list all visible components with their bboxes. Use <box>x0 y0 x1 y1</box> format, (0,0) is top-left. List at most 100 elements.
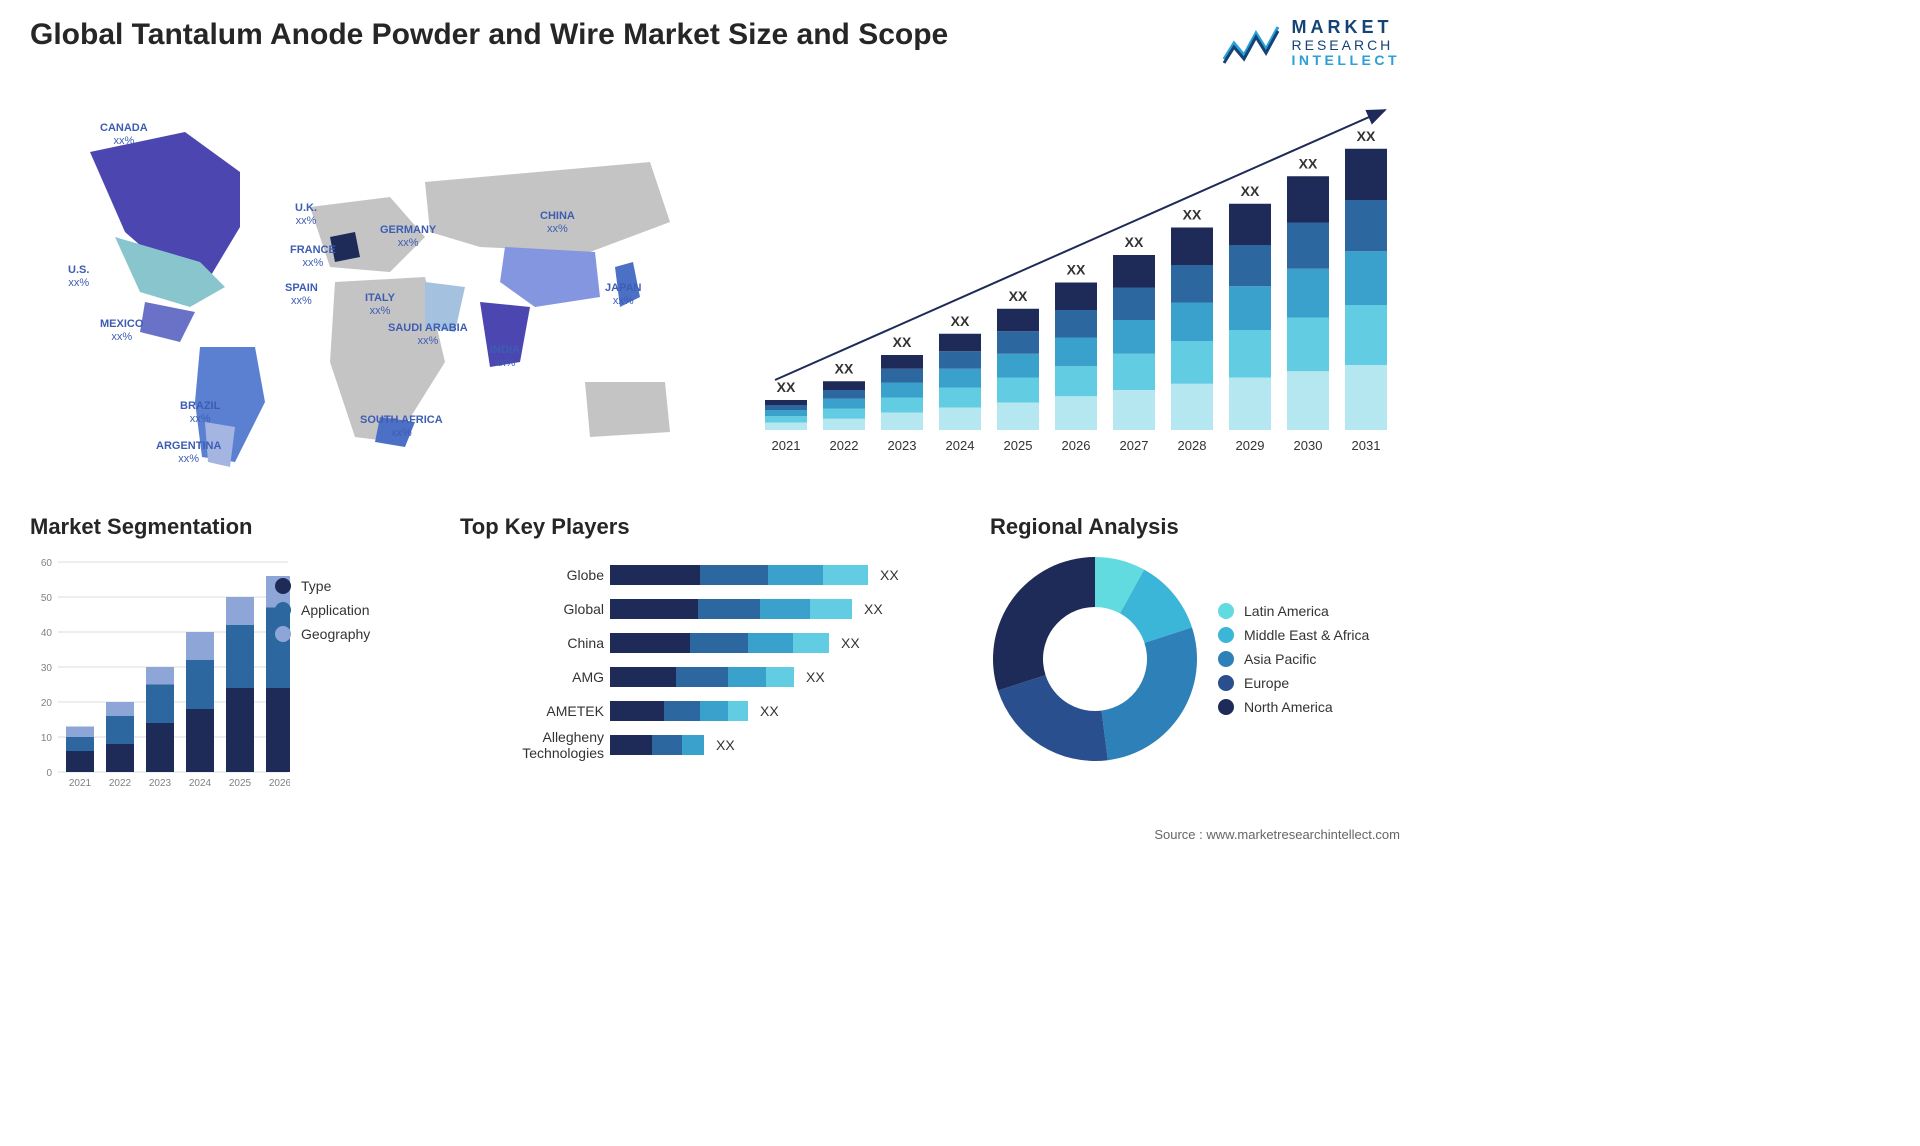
player-label: Allegheny Technologies <box>460 729 610 761</box>
player-bar-segment <box>728 667 766 687</box>
player-bar-segment <box>823 565 868 585</box>
player-bar-segment <box>610 701 664 721</box>
map-country-label: FRANCExx% <box>290 244 336 270</box>
legend-label: Application <box>301 602 370 618</box>
svg-text:2021: 2021 <box>69 778 92 789</box>
player-label: China <box>460 635 610 651</box>
legend-item: Type <box>275 578 370 594</box>
legend-item: Application <box>275 602 370 618</box>
svg-text:10: 10 <box>41 733 53 744</box>
world-map-panel: CANADAxx%U.S.xx%MEXICOxx%BRAZILxx%ARGENT… <box>30 82 695 472</box>
player-bar-segment <box>748 633 793 653</box>
map-country-label: SPAINxx% <box>285 282 318 308</box>
growth-chart: XX2021XX2022XX2023XX2024XX2025XX2026XX20… <box>745 100 1400 470</box>
svg-text:2023: 2023 <box>149 778 172 789</box>
svg-text:0: 0 <box>46 768 52 779</box>
svg-text:XX: XX <box>1183 207 1202 223</box>
map-country-label: MEXICOxx% <box>100 318 143 344</box>
regional-donut-chart <box>990 554 1200 764</box>
segmentation-panel: Market Segmentation 01020304050602021202… <box>30 514 430 802</box>
map-country-label: U.K.xx% <box>295 202 317 228</box>
svg-text:2026: 2026 <box>1062 438 1091 453</box>
map-country-label: U.S.xx% <box>68 264 89 290</box>
player-bar-segment <box>676 667 728 687</box>
svg-text:XX: XX <box>1299 155 1318 171</box>
map-country-label: SOUTH AFRICAxx% <box>360 414 443 440</box>
players-panel: Top Key Players GlobeXXGlobalXXChinaXXAM… <box>460 514 940 764</box>
svg-text:XX: XX <box>1241 183 1260 199</box>
player-label: AMG <box>460 669 610 685</box>
player-bar-segment <box>700 701 728 721</box>
svg-text:2022: 2022 <box>109 778 132 789</box>
legend-label: North America <box>1244 699 1333 715</box>
regional-panel: Regional Analysis Latin America Middle Ea… <box>990 514 1400 764</box>
svg-text:2026: 2026 <box>269 778 290 789</box>
map-country-label: SAUDI ARABIAxx% <box>388 322 468 348</box>
player-bar <box>610 701 748 721</box>
svg-text:2030: 2030 <box>1294 438 1323 453</box>
player-row: GlobeXX <box>460 560 940 590</box>
player-bar-segment <box>766 667 794 687</box>
legend-item: Asia Pacific <box>1218 651 1369 667</box>
legend-label: Geography <box>301 626 370 642</box>
players-chart: GlobeXXGlobalXXChinaXXAMGXXAMETEKXXAlleg… <box>460 560 940 760</box>
logo-text: MARKET RESEARCH INTELLECT <box>1292 18 1401 69</box>
page-title: Global Tantalum Anode Powder and Wire Ma… <box>30 18 948 52</box>
map-country-label: CANADAxx% <box>100 122 148 148</box>
players-title: Top Key Players <box>460 514 940 540</box>
legend-swatch-icon <box>275 626 291 642</box>
svg-text:2025: 2025 <box>1004 438 1033 453</box>
player-bar-segment <box>698 599 760 619</box>
svg-text:XX: XX <box>893 334 912 350</box>
player-label: Globe <box>460 567 610 583</box>
map-country-label: CHINAxx% <box>540 210 575 236</box>
player-bar-segment <box>610 633 690 653</box>
player-bar-segment <box>700 565 768 585</box>
player-bar <box>610 599 852 619</box>
legend-swatch-icon <box>1218 699 1234 715</box>
player-bar-segment <box>610 667 676 687</box>
svg-text:60: 60 <box>41 558 53 569</box>
brand-logo: MARKET RESEARCH INTELLECT <box>1222 18 1401 69</box>
player-bar-segment <box>728 701 748 721</box>
logo-waves-icon <box>1222 21 1282 65</box>
svg-text:2027: 2027 <box>1120 438 1149 453</box>
legend-label: Latin America <box>1244 603 1329 619</box>
player-bar-segment <box>760 599 810 619</box>
regional-legend: Latin America Middle East & Africa Asia Pa… <box>1218 595 1369 723</box>
player-bar-segment <box>610 599 698 619</box>
player-label: AMETEK <box>460 703 610 719</box>
svg-text:2025: 2025 <box>229 778 252 789</box>
legend-swatch-icon <box>1218 603 1234 619</box>
player-value: XX <box>864 601 883 617</box>
svg-text:XX: XX <box>1067 262 1086 278</box>
map-country-label: INDIAxx% <box>490 344 520 370</box>
legend-item: Middle East & Africa <box>1218 627 1369 643</box>
legend-item: Latin America <box>1218 603 1369 619</box>
legend-item: North America <box>1218 699 1369 715</box>
source-text: Source : www.marketresearchintellect.com <box>1154 827 1400 842</box>
legend-label: Asia Pacific <box>1244 651 1316 667</box>
player-value: XX <box>841 635 860 651</box>
player-row: AMETEK XX <box>460 696 940 726</box>
svg-text:2028: 2028 <box>1178 438 1207 453</box>
svg-text:XX: XX <box>835 360 854 376</box>
segmentation-legend: Type Application Geography <box>275 570 370 650</box>
svg-text:2023: 2023 <box>888 438 917 453</box>
legend-item: Geography <box>275 626 370 642</box>
svg-text:2029: 2029 <box>1236 438 1265 453</box>
map-country-label: JAPANxx% <box>605 282 641 308</box>
map-country-label: BRAZILxx% <box>180 400 220 426</box>
player-bar-segment <box>610 565 700 585</box>
player-bar-segment <box>652 735 682 755</box>
regional-title: Regional Analysis <box>990 514 1400 540</box>
player-bar-segment <box>810 599 852 619</box>
svg-text:2021: 2021 <box>772 438 801 453</box>
svg-text:2022: 2022 <box>830 438 859 453</box>
player-value: XX <box>716 737 735 753</box>
segmentation-chart: 0102030405060202120222023202420252026 <box>30 552 290 802</box>
legend-item: Europe <box>1218 675 1369 691</box>
player-value: XX <box>760 703 779 719</box>
map-country-label: GERMANYxx% <box>380 224 436 250</box>
svg-text:2024: 2024 <box>189 778 212 789</box>
